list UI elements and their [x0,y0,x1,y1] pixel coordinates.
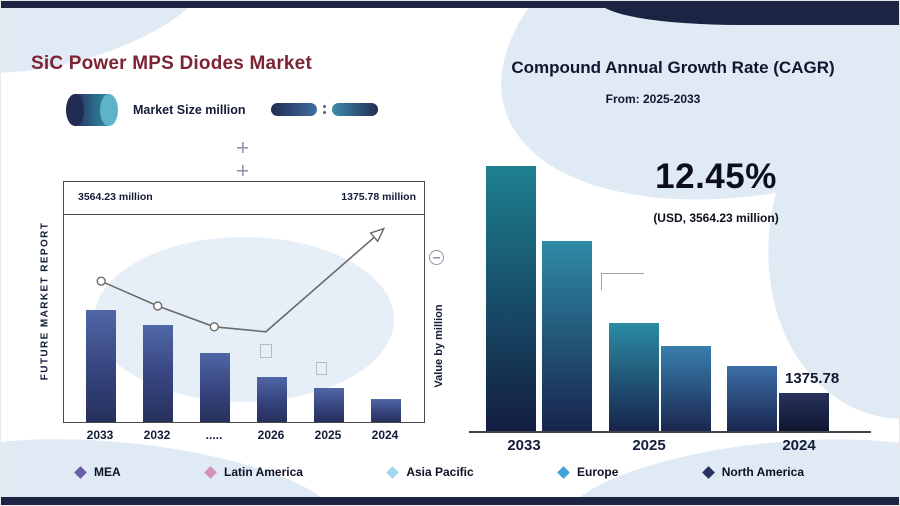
cagr-value: 12.45% [655,157,777,196]
legend-label: Europe [577,465,619,479]
page-title: SiC Power MPS Diodes Market [31,53,312,74]
plus-icon [237,142,248,153]
market-x-label: 2032 [143,428,171,442]
cagr-title: Compound Annual Growth Rate (CAGR) [511,58,835,77]
trend-arrow [96,227,386,333]
pill-left [271,103,317,116]
market-x-label: 2024 [371,428,399,442]
decor-square [316,362,327,375]
cagr-x-label: 2024 [782,437,816,454]
region-legend: MEA Latin America Asia Pacific Europe No… [74,465,804,479]
cagr-chart: 2033 2025 2024 [469,141,879,461]
cagr-bar-2033-1 [486,166,536,431]
market-x-labels: 2033 2032..... 2026 2025 2024 [63,428,425,448]
legend-diamond [557,465,570,479]
x-axis-line [469,431,871,433]
cagr-x-label: 2033 [507,437,541,454]
market-x-label: 2026 [257,428,285,442]
chart-header-divider [64,214,424,215]
legend-item-asia-pacific: Asia Pacific [386,465,474,479]
decor-square [260,344,272,358]
legend-diamond [204,465,217,479]
legend-item-europe: Europe [557,465,619,479]
market-bar-2032 [143,325,173,422]
decor-top-strip [1,1,899,8]
cagr-bar-2025-1 [609,323,659,431]
market-bar-2026 [257,377,287,422]
market-x-label: 2025 [314,428,342,442]
market-bar-..... [200,353,230,422]
cagr-subtitle: From: 2025-2033 [605,92,701,106]
pill-decoration [271,103,378,116]
cylinder-icon [66,94,118,126]
decor-step-line [601,273,644,290]
cagr-bar-2025-2 [661,346,711,431]
decor-swoosh-top-left [1,1,220,98]
circle-minus-icon [429,250,444,265]
watermark-text: FUTURE MARKET REPORT [39,221,51,381]
market-size-chart: 3564.23 million 1375.78 million [63,181,425,423]
cagr-bar-2024-1 [727,366,777,431]
end-value-label: 1375.78 [785,370,840,387]
legend-diamond [386,465,400,479]
legend-label: Asia Pacific [406,465,474,479]
chart-end-value: 1375.78 million [341,191,416,203]
legend-item-mea: MEA [74,465,121,479]
market-bar-2025 [314,388,344,422]
plus-icon [237,165,248,176]
legend-item-north-america: North America [701,465,804,479]
legend-label: North America [721,465,804,479]
market-size-label: Market Size million [133,103,246,117]
colon-dots [323,105,326,114]
chart-start-value: 3564.23 million [78,191,153,203]
market-bars [64,182,424,422]
decor-bottom-strip [1,497,899,505]
market-x-label: ..... [205,428,223,442]
legend-diamond [74,465,87,479]
cagr-usd-note: (USD, 3564.23 million) [653,211,779,225]
cagr-bar-2024-2 [779,393,829,431]
legend-item-latin-america: Latin America [204,465,303,479]
legend-diamond [701,465,715,479]
pill-right [332,103,378,116]
cagr-bar-2033-2 [542,241,592,431]
market-bar-2024 [371,399,401,422]
y-axis-label: Value by million [433,304,445,388]
cagr-x-label: 2025 [632,437,666,454]
market-size-legend: Market Size million [63,91,246,129]
market-bar-2033 [86,310,116,422]
market-x-label: 2033 [86,428,114,442]
legend-label: MEA [94,465,121,479]
legend-label: Latin America [224,465,303,479]
